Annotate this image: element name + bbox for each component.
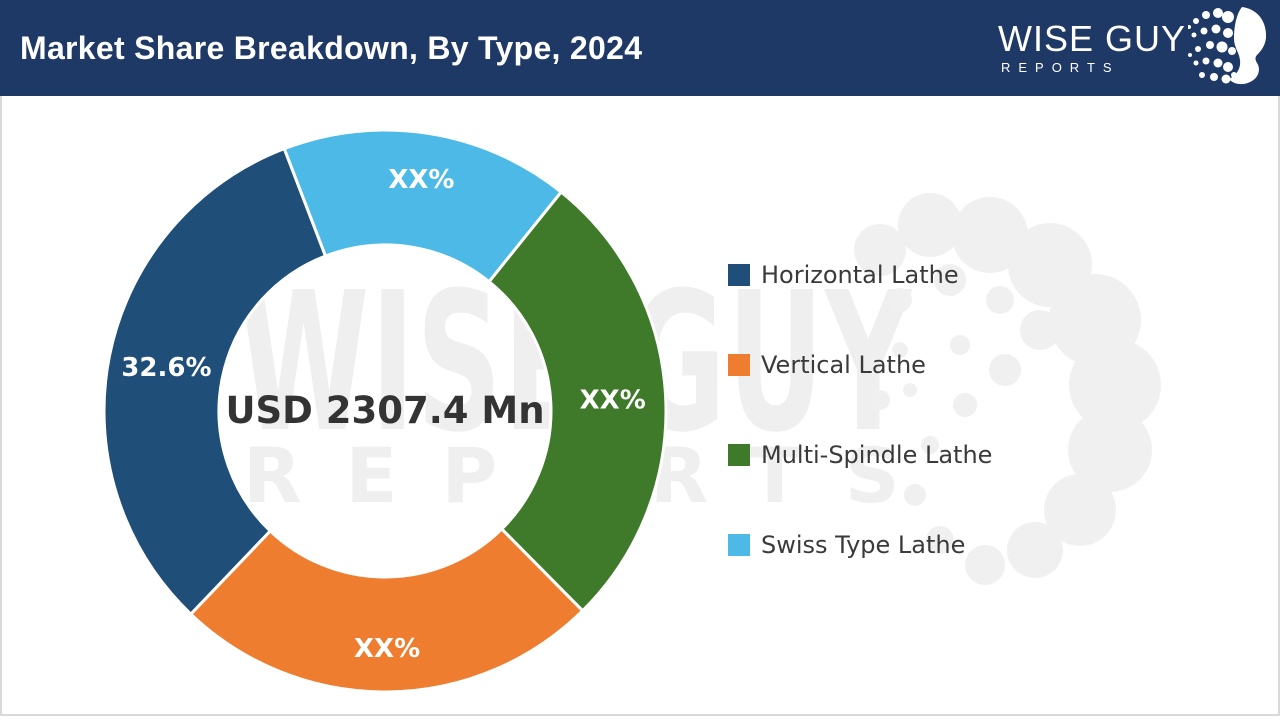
slice-vertical-lathe <box>189 527 585 694</box>
legend-label-swiss-type-lathe: Swiss Type Lathe <box>761 531 966 559</box>
legend-row: Multi-Spindle Lathe <box>728 443 992 467</box>
legend-swatch-vertical-lathe <box>728 354 750 376</box>
slice-swiss-type-lathe <box>282 128 563 284</box>
legend-label-vertical-lathe: Vertical Lathe <box>761 351 926 379</box>
legend-swatch-swiss-type-lathe <box>728 534 750 556</box>
slice-label-horizontal-lathe: 32.6% <box>121 353 211 383</box>
chart-center-value: USD 2307.4 Mn <box>225 389 544 432</box>
brand-logo: WISE GUY REPORTS <box>998 5 1270 91</box>
legend-label-horizontal-lathe: Horizontal Lathe <box>761 261 959 289</box>
logo-wordmark: WISE GUY <box>997 18 1186 59</box>
legend-swatch-multi-spindle-lathe <box>728 444 750 466</box>
slice-label-swiss-type-lathe: XX% <box>388 165 454 195</box>
slice-label-vertical-lathe: XX% <box>354 634 420 664</box>
legend-row: Swiss Type Lathe <box>728 533 992 557</box>
logo-face-icon <box>1188 7 1267 85</box>
frame-edge-left <box>0 96 2 716</box>
legend-label-multi-spindle-lathe: Multi-Spindle Lathe <box>761 441 993 469</box>
legend-swatch-horizontal-lathe <box>728 264 750 286</box>
legend-row: Vertical Lathe <box>728 353 992 377</box>
slice-horizontal-lathe <box>102 147 328 616</box>
legend-row: Horizontal Lathe <box>728 263 992 287</box>
chart-legend: Horizontal Lathe Vertical Lathe Multi-Sp… <box>728 263 992 557</box>
frame-edge-right <box>1278 96 1280 716</box>
logo-subtext: REPORTS <box>1000 60 1120 75</box>
frame-edge-bottom <box>0 714 1280 716</box>
header-bar: Market Share Breakdown, By Type, 2024 WI… <box>0 0 1280 96</box>
logo-wordmark-block: WISE GUY REPORTS <box>997 18 1186 76</box>
slice-multi-spindle-lathe <box>487 190 668 613</box>
page-title: Market Share Breakdown, By Type, 2024 <box>20 29 643 66</box>
donut-chart: 32.6% XX% XX% XX% USD 2307.4 Mn <box>102 128 668 694</box>
slice-label-multi-spindle-lathe: XX% <box>580 385 646 415</box>
